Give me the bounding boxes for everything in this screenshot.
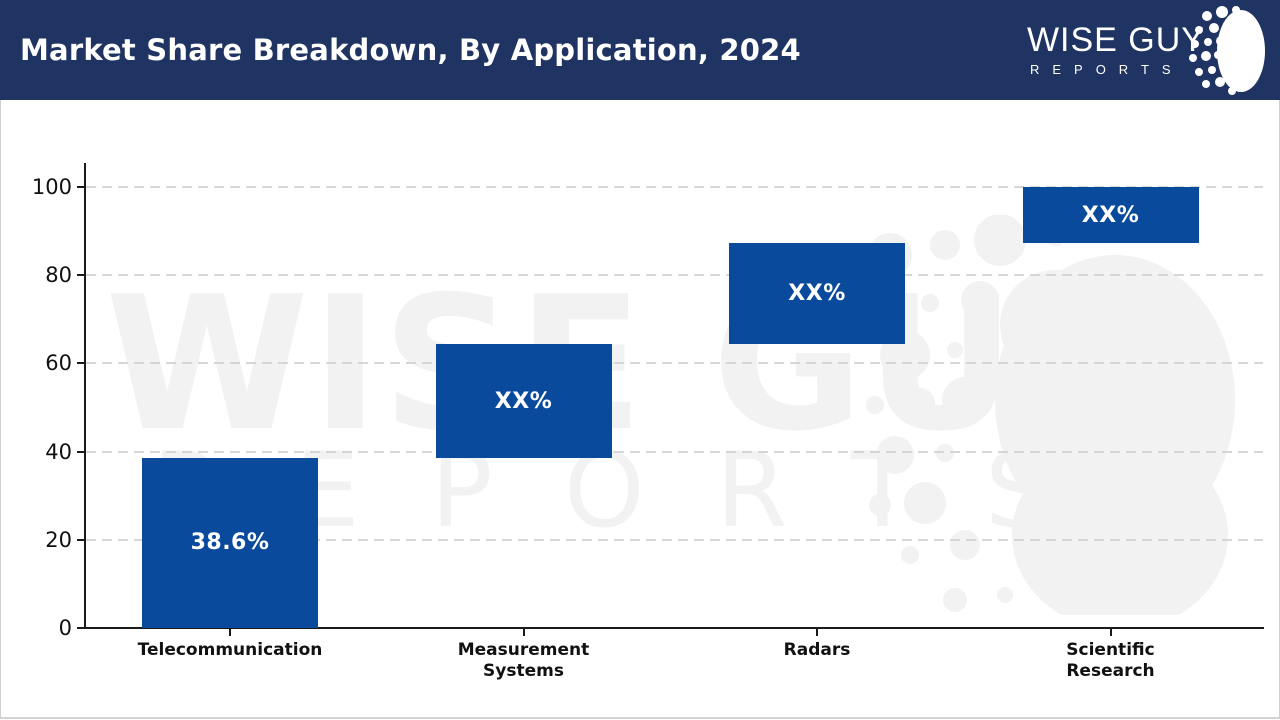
gridline [86, 274, 1263, 277]
header-band: Market Share Breakdown, By Application, … [0, 0, 1280, 100]
x-tick [1109, 628, 1112, 636]
y-axis-spine [84, 163, 86, 629]
logo-wordmark: WISE GUY [1026, 21, 1205, 60]
y-tick-label: 40 [45, 439, 72, 464]
y-tick [77, 450, 85, 453]
x-tick [816, 628, 818, 636]
y-tick-label: 20 [45, 527, 72, 552]
bar: 38.6% [142, 457, 318, 628]
y-tick [77, 362, 85, 365]
x-tick-label: Telecommunication [137, 640, 323, 660]
bar: XX% [729, 243, 905, 345]
y-tick-label: 0 [58, 616, 72, 640]
dotted-head-icon [1189, 6, 1265, 95]
bar: XX% [435, 344, 612, 458]
y-tick-label: 80 [45, 263, 72, 288]
bar: XX% [1022, 187, 1199, 244]
logo-text: WISE GUY REPORTS [1026, 21, 1205, 77]
bar-value-label: XX% [494, 388, 553, 414]
y-tick [77, 538, 85, 541]
x-tick-label: Scientific Research [1066, 640, 1155, 681]
y-tick [77, 186, 85, 188]
bottom-border [0, 717, 1280, 719]
bar-value-label: 38.6% [190, 530, 270, 556]
gridline [86, 538, 1263, 541]
x-tick [229, 628, 231, 636]
y-tick [77, 627, 85, 629]
y-tick-label: 100 [31, 175, 72, 199]
y-tick [77, 274, 85, 277]
wise-guy-reports-logo: WISE GUY REPORTS [1027, 0, 1272, 100]
gridline [86, 450, 1263, 453]
gridline [86, 362, 1263, 365]
x-tick-label: Measurement Systems [457, 640, 590, 681]
gridline [86, 186, 1263, 188]
y-tick-label: 60 [45, 351, 72, 376]
logo-subtitle: REPORTS [1029, 61, 1184, 77]
x-tick [522, 628, 525, 636]
bar-value-label: XX% [1081, 202, 1140, 228]
x-tick-label: Radars [783, 640, 851, 660]
bar-value-label: XX% [788, 281, 846, 307]
x-axis-spine [84, 627, 1264, 629]
page-title: Market Share Breakdown, By Application, … [20, 33, 801, 67]
